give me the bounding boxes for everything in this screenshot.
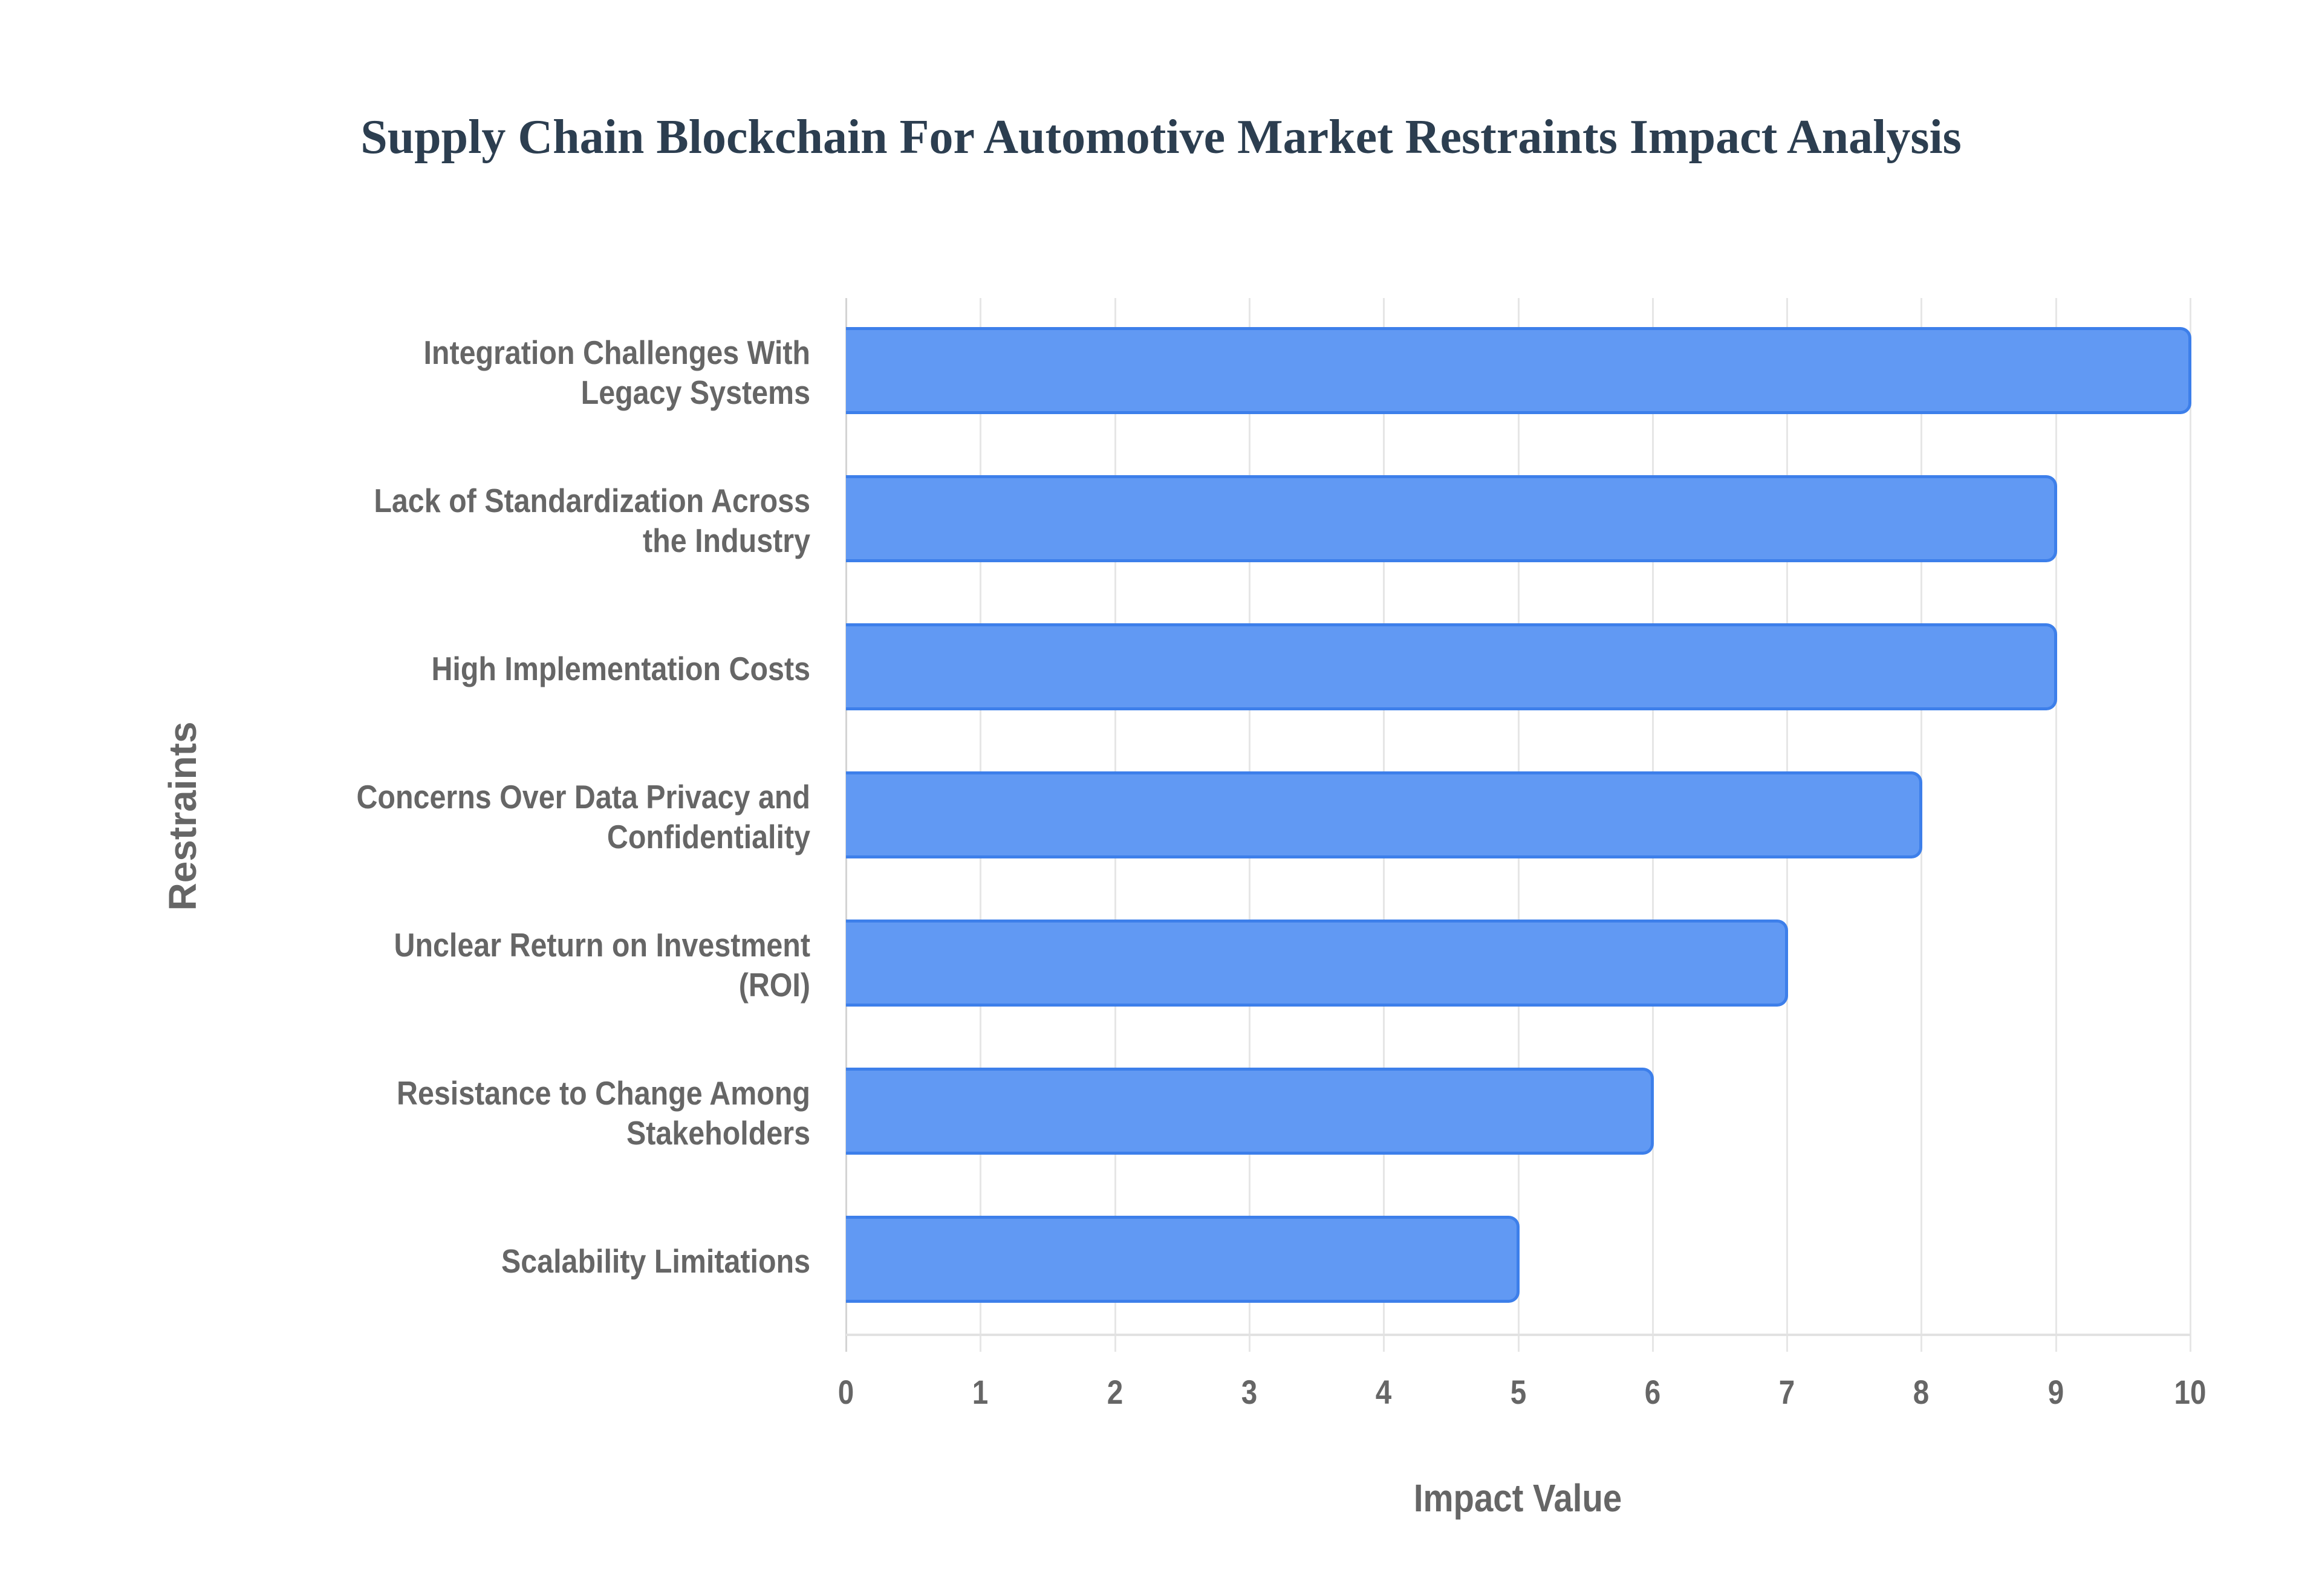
category-label-line2: (ROI) xyxy=(738,966,810,1004)
x-tick-label: 10 xyxy=(2174,1373,2207,1411)
x-tick-label: 5 xyxy=(1510,1373,1526,1411)
bar-high-implementation-costs[interactable] xyxy=(846,623,2057,710)
category-label-line2: the Industry xyxy=(643,522,810,559)
chart-title: Supply Chain Blockchain For Automotive M… xyxy=(360,111,1962,164)
category-label-line1: Concerns Over Data Privacy and xyxy=(356,778,810,816)
x-tick-label: 2 xyxy=(1107,1373,1123,1411)
category-label-integration-challenges: Integration Challenges With Legacy Syste… xyxy=(172,327,810,418)
category-label-line2: Confidentiality xyxy=(607,818,810,855)
category-label-scalability-limitations: Scalability Limitations xyxy=(172,1216,810,1306)
x-axis-title: Impact Value xyxy=(1413,1476,1622,1520)
x-tick-label: 0 xyxy=(837,1373,854,1411)
bar-integration-challenges[interactable] xyxy=(846,327,2191,414)
x-tick-label: 3 xyxy=(1241,1373,1258,1411)
x-tick-label: 1 xyxy=(972,1373,989,1411)
category-label-line1: Scalability Limitations xyxy=(501,1242,810,1280)
category-label-unclear-roi: Unclear Return on Investment (ROI) xyxy=(172,920,810,1010)
bar-data-privacy-concerns[interactable] xyxy=(846,771,1923,858)
category-label-line1: Unclear Return on Investment xyxy=(394,926,810,964)
x-tick-label: 7 xyxy=(1778,1373,1795,1411)
category-label-resistance-to-change: Resistance to Change Among Stakeholders xyxy=(172,1068,810,1158)
bar-lack-of-standardization[interactable] xyxy=(846,475,2057,562)
x-tick-label: 6 xyxy=(1644,1373,1661,1411)
x-tick-label: 8 xyxy=(1913,1373,1930,1411)
gridline-9 xyxy=(2055,298,2057,1352)
category-label-line1: Lack of Standardization Across xyxy=(374,482,810,519)
x-tick-label: 4 xyxy=(1375,1373,1392,1411)
category-label-lack-of-standardization: Lack of Standardization Across the Indus… xyxy=(172,475,810,566)
gridline-10 xyxy=(2190,298,2191,1352)
category-label-line1: Resistance to Change Among xyxy=(397,1074,810,1112)
bar-unclear-roi[interactable] xyxy=(846,920,1789,1007)
bar-scalability-limitations[interactable] xyxy=(846,1216,1520,1303)
category-label-line2: Stakeholders xyxy=(626,1114,810,1152)
category-label-line1: Integration Challenges With xyxy=(423,334,810,371)
x-tick-label: 9 xyxy=(2047,1373,2064,1411)
x-axis-line xyxy=(846,1334,2190,1336)
category-label-line1: High Implementation Costs xyxy=(431,650,810,687)
plot-area xyxy=(845,298,2191,1352)
category-label-high-implementation-costs: High Implementation Costs xyxy=(172,623,810,714)
category-label-line2: Legacy Systems xyxy=(580,374,810,411)
bar-resistance-to-change[interactable] xyxy=(846,1068,1654,1155)
category-label-data-privacy-concerns: Concerns Over Data Privacy and Confident… xyxy=(172,771,810,862)
